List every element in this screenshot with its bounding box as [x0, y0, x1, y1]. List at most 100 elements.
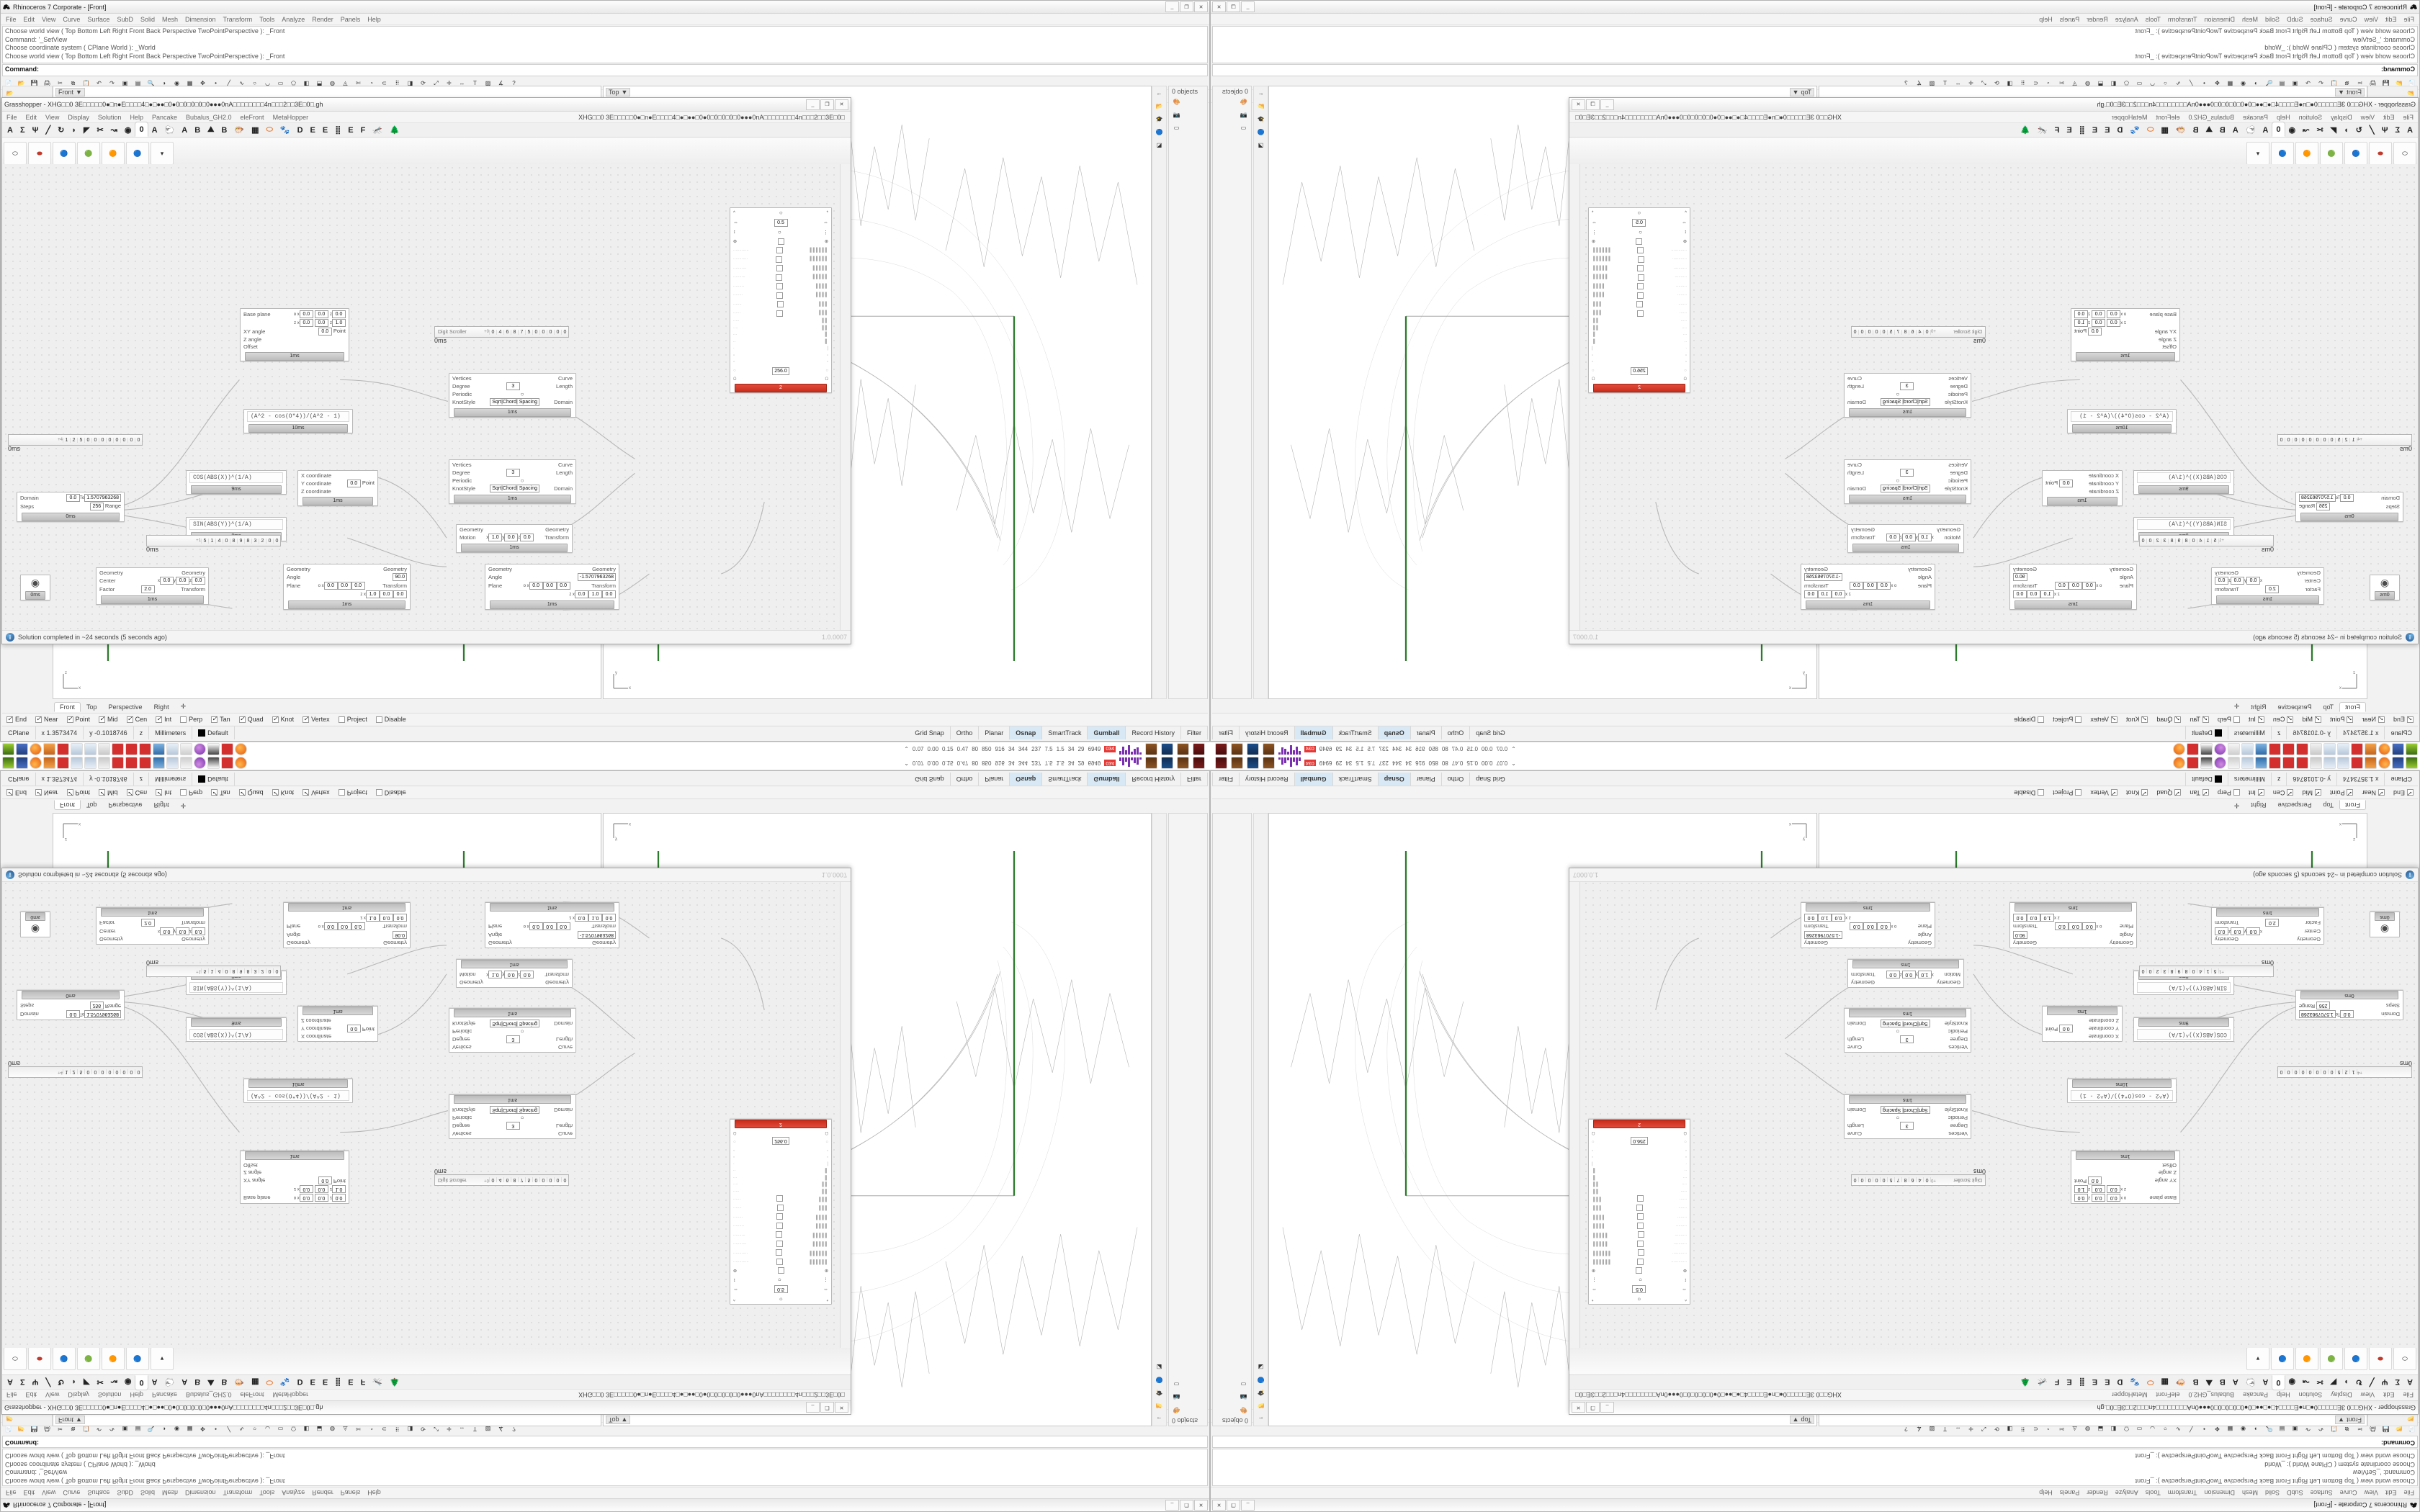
command-input[interactable]: Command:	[1212, 64, 2418, 76]
digit[interactable]: 1	[208, 968, 215, 974]
plane-origin-z-field[interactable]: 0.0	[556, 582, 570, 590]
notepad2-icon[interactable]	[84, 757, 97, 769]
paw-icon[interactable]: 🐾	[2130, 1377, 2141, 1386]
menu-subd[interactable]: SubD	[2287, 15, 2303, 23]
close-button[interactable]: ✕	[1572, 1402, 1585, 1413]
menu-panels[interactable]: Panels	[340, 1489, 361, 1497]
checkbox[interactable]	[776, 1223, 784, 1229]
tab-e[interactable]: E	[2105, 125, 2110, 135]
component-interpolate-curve-2[interactable]: Vertices Curve Degree 3 Length Periodic ○ Kn…	[1844, 1008, 1971, 1053]
digit[interactable]: 6	[1909, 329, 1917, 335]
tab-surface[interactable]: ◗	[2344, 125, 2349, 135]
plane-origin-x-field[interactable]: 0.0	[529, 582, 543, 590]
zaxis-y-field[interactable]: 0.0	[314, 319, 328, 327]
origin-x-field[interactable]: 0.0	[299, 1194, 313, 1202]
disk-meter-icon[interactable]	[1231, 757, 1243, 769]
component-expression-a[interactable]: (A^2 - cos(O*4))/(A^2 - 1) 10ms	[243, 1079, 353, 1103]
tab-perspective[interactable]: Perspective	[2277, 703, 2312, 711]
rhino-icon[interactable]	[2365, 743, 2377, 755]
osnap-mid[interactable]: Mid	[2298, 716, 2326, 723]
checkbox[interactable]	[1636, 1267, 1643, 1274]
firefox2-icon[interactable]	[2173, 743, 2185, 755]
orange-blob-icon[interactable]: ⬭	[2147, 1378, 2154, 1387]
gh-menu-bubalus[interactable]: Bubalus_GH2.0	[2188, 113, 2235, 121]
tab-top[interactable]: Top	[86, 801, 97, 809]
paw-icon[interactable]: 🐾	[279, 1377, 290, 1386]
pufferfish-icon[interactable]: 🐡	[2175, 126, 2186, 135]
tab-mesh[interactable]: ◤	[83, 126, 90, 135]
pufferfish-icon[interactable]: 🐡	[234, 1377, 245, 1386]
gh-menu-solution[interactable]: Solution	[2298, 113, 2323, 121]
center-x-field[interactable]: 0.0	[2246, 577, 2260, 585]
rhino2-icon[interactable]	[2200, 743, 2213, 755]
digit[interactable]: 0	[2278, 437, 2285, 443]
purple-app-icon[interactable]	[2214, 743, 2226, 755]
plane-origin-y-field[interactable]: 0.0	[1863, 922, 1878, 930]
menu-solid[interactable]: Solid	[2265, 15, 2280, 23]
checkbox[interactable]	[2174, 789, 2182, 796]
digit[interactable]: 0	[2300, 1069, 2307, 1075]
menu-tools[interactable]: Tools	[259, 15, 275, 23]
motion-z-field[interactable]: 0.0	[1886, 534, 1900, 541]
checkbox[interactable]	[1636, 301, 1644, 307]
checkbox[interactable]	[776, 1195, 784, 1202]
component-rotate-negative[interactable]: Geometry Geometry Angle -1.5707963268 Pla…	[1801, 902, 1935, 948]
digit[interactable]: 0	[2300, 437, 2307, 443]
knotstyle-field[interactable]: Sqrt|Chord| Spacing	[1880, 1020, 1930, 1027]
arrow-left-icon[interactable]: ←	[1156, 89, 1162, 96]
menu-view[interactable]: View	[42, 15, 56, 23]
steps-field[interactable]: 256	[2316, 1002, 2331, 1009]
tab-e3[interactable]: E	[2066, 125, 2072, 135]
y-coordinate-field[interactable]: 0.0	[2059, 1025, 2074, 1032]
save-icon[interactable]	[16, 743, 28, 755]
motion-z-field[interactable]: 0.0	[1886, 971, 1900, 978]
motion-x-field[interactable]: 1.0	[488, 971, 503, 978]
slider-digits[interactable]: 1 2 5 0 0 0 0 0 0 0 0	[2278, 437, 2357, 443]
maximize-button[interactable]: ❐	[820, 99, 834, 110]
osnap-tan[interactable]: Tan	[2185, 789, 2213, 796]
tab-dendro[interactable]: D	[2117, 125, 2123, 135]
mountain-icon[interactable]: ⛰	[207, 125, 215, 134]
checkbox[interactable]	[777, 238, 784, 245]
checkbox[interactable]	[2287, 789, 2294, 796]
checkbox[interactable]	[126, 716, 133, 723]
notepad-icon[interactable]	[71, 743, 83, 755]
checkbox[interactable]	[66, 716, 73, 723]
settings-red4-icon[interactable]	[139, 743, 151, 755]
camera3-icon[interactable]: 📷	[1240, 111, 1247, 118]
tab-e[interactable]: E	[2105, 1377, 2110, 1387]
bird-icon[interactable]: 🦟	[372, 1377, 383, 1386]
checkbox[interactable]	[272, 789, 279, 796]
digit[interactable]: 4	[496, 1177, 503, 1183]
tab-f[interactable]: F	[2054, 125, 2060, 135]
tab-right[interactable]: Right	[153, 801, 169, 809]
disk-meter-icon[interactable]	[1177, 743, 1189, 755]
file-explorer-icon[interactable]	[2, 757, 14, 769]
grasshopper-canvas-scrollbar[interactable]	[840, 881, 851, 1348]
tab-e2[interactable]: E	[2092, 1377, 2098, 1387]
settings-red-icon[interactable]	[2351, 757, 2363, 769]
tab-surface[interactable]: ◗	[71, 1377, 76, 1387]
component-interpolate-curve-1[interactable]: Vertices Curve Degree 3 Length Periodic ○ Kn…	[449, 373, 576, 418]
disk-meter-icon[interactable]	[1231, 743, 1243, 755]
camera3-icon[interactable]: 📷	[1173, 111, 1180, 118]
origin-y-field[interactable]: 0.0	[314, 1194, 328, 1202]
tab-front[interactable]: Front	[54, 800, 81, 810]
digit[interactable]: 0	[120, 437, 127, 443]
zaxis-x-field[interactable]: 0.0	[2107, 1185, 2121, 1193]
osnap-mid[interactable]: Mid	[94, 789, 122, 796]
status-layer[interactable]: Default	[192, 726, 235, 739]
chevron-down-icon[interactable]: ▾	[151, 1347, 174, 1370]
center-z-field[interactable]: 0.0	[2215, 577, 2228, 585]
digit[interactable]: 0	[106, 437, 113, 443]
angle-field[interactable]: -1.5707963268	[1804, 573, 1843, 581]
gh-menu-view[interactable]: View	[45, 113, 60, 121]
digit[interactable]: 0	[135, 437, 142, 443]
grasshopper-canvas-scrollbar[interactable]	[1569, 164, 1580, 631]
component-construct-point[interactable]: X coordinate Y coordinate 0.0 Point Z co…	[2042, 470, 2123, 506]
degree-field[interactable]: 3	[506, 382, 520, 390]
